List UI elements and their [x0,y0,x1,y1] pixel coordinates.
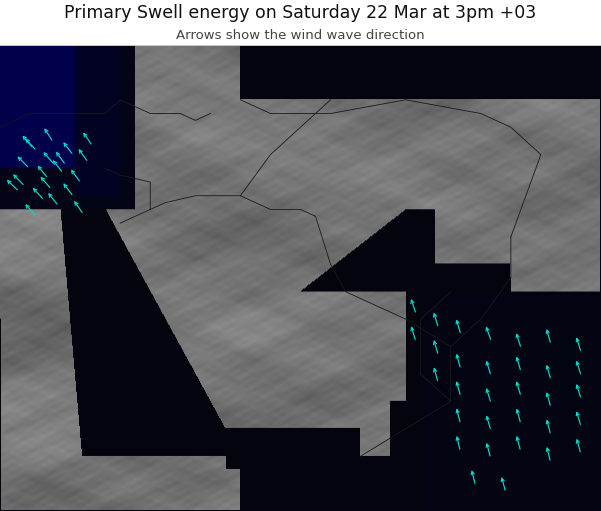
Text: Arrows show the wind wave direction: Arrows show the wind wave direction [176,29,425,41]
Text: Primary Swell energy on Saturday 22 Mar at 3pm +03: Primary Swell energy on Saturday 22 Mar … [64,5,537,22]
